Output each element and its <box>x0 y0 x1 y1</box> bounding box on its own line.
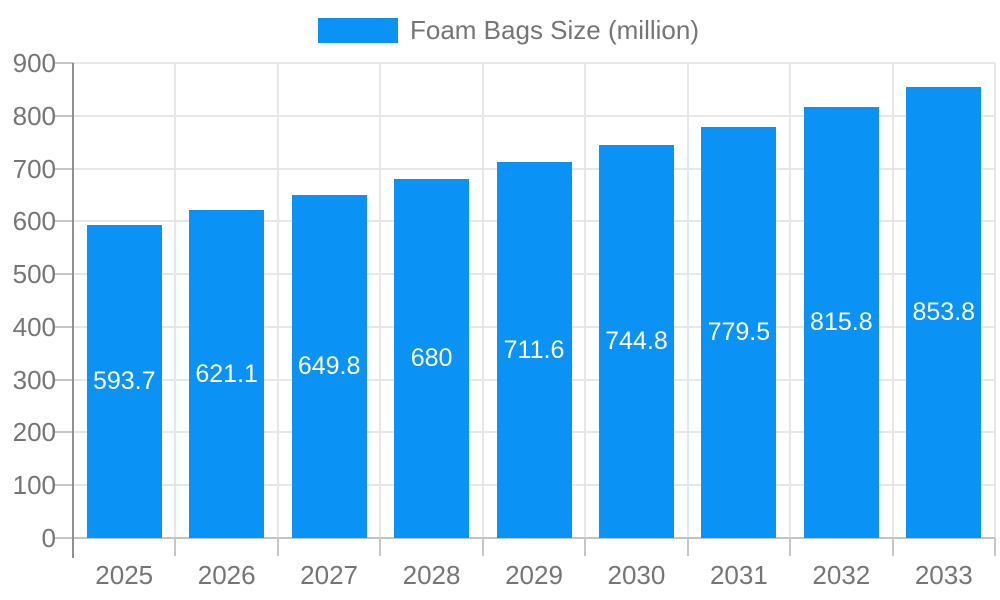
v-gridline-6 <box>686 63 689 538</box>
y-tick-label-600: 600 <box>12 206 56 237</box>
bar-2032[interactable]: 815.8 <box>803 107 879 538</box>
x-tick-label-2030: 2030 <box>607 560 666 590</box>
v-gridline-4 <box>481 63 484 538</box>
x-tick-3 <box>379 538 382 556</box>
y-axis-line <box>72 63 74 558</box>
bar-2033[interactable]: 853.8 <box>906 87 982 538</box>
x-tick-5 <box>584 538 587 556</box>
y-tick-label-400: 400 <box>12 311 56 342</box>
y-tick-500 <box>55 273 73 276</box>
y-tick-700 <box>55 167 73 170</box>
x-tick-label-2028: 2028 <box>402 560 461 590</box>
bar-value-label: 853.8 <box>912 298 976 327</box>
v-gridline-5 <box>584 63 587 538</box>
h-gridline-900 <box>73 62 995 64</box>
bar-value-label: 815.8 <box>810 308 873 337</box>
x-tick-label-2026: 2026 <box>197 560 256 590</box>
x-tick-label-2033: 2033 <box>914 560 973 590</box>
v-gridline-8 <box>891 63 894 538</box>
bar-value-label: 593.7 <box>92 366 156 395</box>
y-tick-label-300: 300 <box>12 364 56 395</box>
x-tick-label-2027: 2027 <box>300 560 359 590</box>
bar-2027[interactable]: 649.8 <box>291 195 367 538</box>
bar-2031[interactable]: 779.5 <box>701 126 777 538</box>
x-tick-7 <box>789 538 792 556</box>
bar-2028[interactable]: 680 <box>394 179 470 538</box>
bar-2025[interactable]: 593.7 <box>86 224 162 538</box>
y-tick-label-200: 200 <box>12 417 56 448</box>
y-tick-label-900: 900 <box>12 48 56 78</box>
bar-value-label: 711.6 <box>503 335 565 364</box>
legend-label: Foam Bags Size (million) <box>410 15 699 45</box>
y-tick-100 <box>55 484 73 487</box>
legend-item[interactable]: Foam Bags Size (million) <box>318 15 699 45</box>
x-tick-label-2031: 2031 <box>709 560 768 590</box>
v-gridline-9 <box>994 63 996 538</box>
x-tick-2 <box>276 538 279 556</box>
x-tick-4 <box>481 538 484 556</box>
v-gridline-3 <box>379 63 382 538</box>
x-tick-8 <box>891 538 894 556</box>
x-tick-label-2025: 2025 <box>95 560 154 590</box>
y-tick-900 <box>55 62 73 64</box>
y-tick-800 <box>55 114 73 117</box>
bar-value-label: 779.5 <box>707 317 771 346</box>
y-tick-label-700: 700 <box>12 153 56 184</box>
v-gridline-7 <box>789 63 792 538</box>
bar-2030[interactable]: 744.8 <box>598 144 674 538</box>
y-tick-400 <box>55 325 73 328</box>
y-tick-200 <box>55 431 73 434</box>
bar-value-label: 621.1 <box>195 359 258 388</box>
bar-value-label: 680 <box>410 344 453 373</box>
x-axis-baseline <box>73 537 995 539</box>
y-tick-label-100: 100 <box>12 470 56 501</box>
v-gridline-2 <box>276 63 279 538</box>
plot-area: 0 100 200 300 400 500 600 700 800 900 593.7 2025 621… <box>13 48 996 590</box>
x-tick-6 <box>686 538 689 556</box>
x-tick-label-2029: 2029 <box>505 560 563 590</box>
y-tick-0 <box>55 537 73 539</box>
bar-2029[interactable]: 711.6 <box>496 162 572 538</box>
bar-value-label: 649.8 <box>297 352 361 381</box>
y-tick-label-500: 500 <box>12 259 56 290</box>
y-tick-label-800: 800 <box>12 100 56 131</box>
bar-2026[interactable]: 621.1 <box>189 210 265 538</box>
y-tick-label-0: 0 <box>41 523 56 553</box>
x-tick-label-2032: 2032 <box>812 560 871 590</box>
legend-swatch <box>318 18 398 43</box>
v-gridline-1 <box>174 63 177 538</box>
x-tick-1 <box>174 538 177 556</box>
x-tick-9 <box>994 538 996 556</box>
y-tick-600 <box>55 220 73 223</box>
y-tick-300 <box>55 378 73 381</box>
bar-value-label: 744.8 <box>605 326 668 355</box>
h-gridline-800 <box>73 114 995 117</box>
